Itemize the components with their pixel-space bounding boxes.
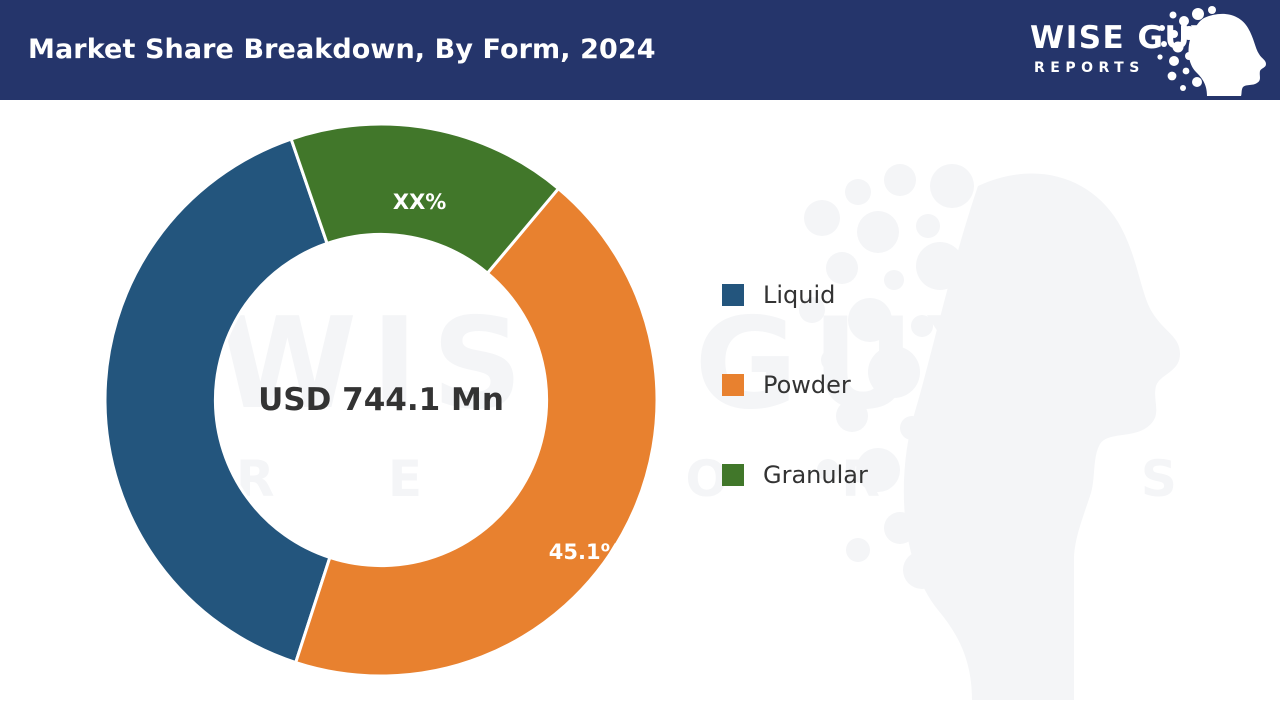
wise-guy-reports-logo: WISE GUY REPORTS — [1030, 6, 1266, 96]
watermark-head-icon — [799, 164, 1180, 700]
chart-legend: Liquid Powder Granular — [722, 250, 982, 520]
donut-slice-liquid[interactable] — [103, 137, 332, 665]
donut-chart: USD 744.1 Mn XX% 45.1% XX% — [103, 122, 659, 678]
legend-item-granular[interactable]: Granular — [722, 430, 982, 520]
logo-wordmark-secondary: REPORTS — [1034, 60, 1145, 76]
legend-item-liquid[interactable]: Liquid — [722, 250, 982, 340]
legend-swatch-powder — [722, 374, 744, 396]
page-title: Market Share Breakdown, By Form, 2024 — [28, 34, 656, 65]
legend-swatch-liquid — [722, 284, 744, 306]
donut-slice-group — [103, 122, 659, 678]
legend-label-granular: Granular — [763, 461, 868, 489]
donut-chart-svg — [103, 122, 659, 678]
legend-swatch-granular — [722, 464, 744, 486]
donut-slice-powder[interactable] — [293, 186, 659, 678]
legend-label-powder: Powder — [763, 371, 851, 399]
donut-slice-granular[interactable] — [289, 122, 561, 276]
legend-label-liquid: Liquid — [763, 281, 836, 309]
page-header: Market Share Breakdown, By Form, 2024 WI… — [0, 0, 1280, 100]
chart-area: WISE GUY R E P O R T S — [0, 100, 1280, 720]
logo-wordmark-primary: WISE GUY — [1030, 20, 1215, 56]
legend-item-powder[interactable]: Powder — [722, 340, 982, 430]
logo-head-silhouette — [1188, 13, 1266, 96]
